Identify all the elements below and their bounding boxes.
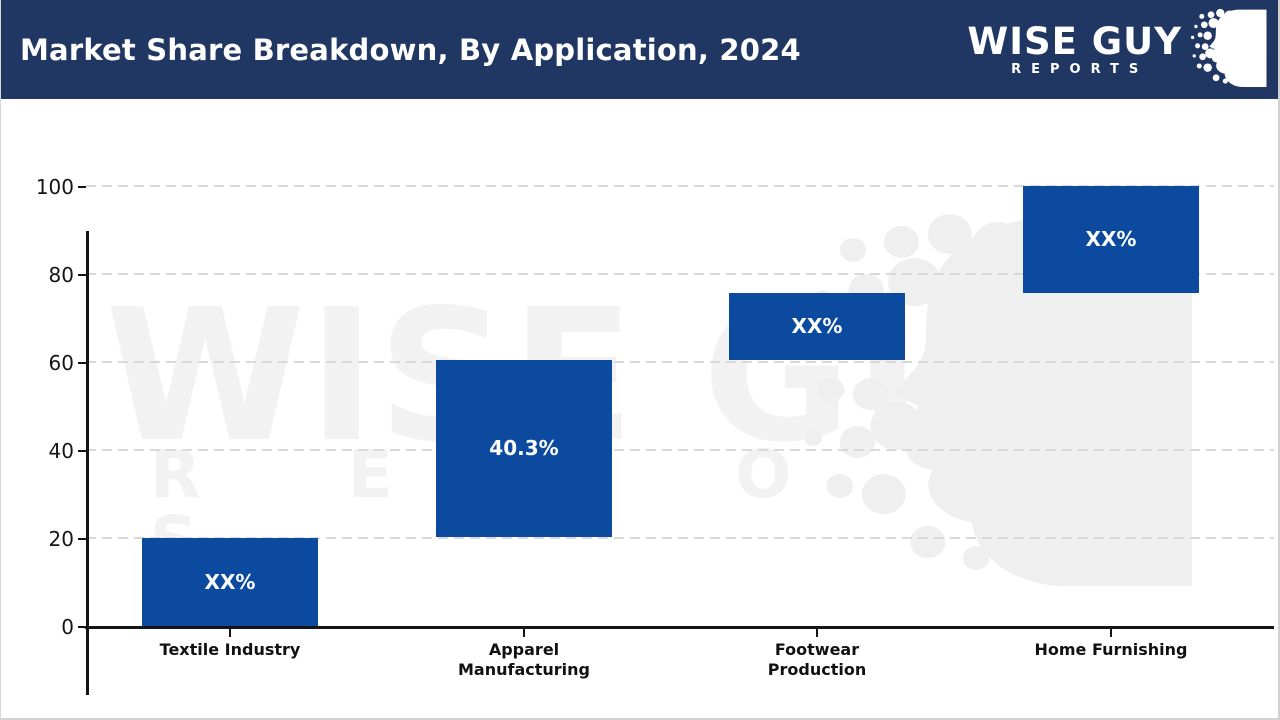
x-tick-4 — [1110, 629, 1112, 637]
x-axis — [85, 626, 1274, 629]
y-tick-label-20: 20 — [48, 527, 74, 551]
chart-area: XX% 40.3% XX% XX% 0 20 40 60 80 100 Textile Indust… — [0, 99, 1280, 720]
bar-value-label: XX% — [204, 570, 256, 594]
gridline-80 — [86, 273, 1274, 275]
y-tick-label-100: 100 — [35, 175, 74, 199]
y-tick-40 — [78, 450, 86, 452]
x-tick-3 — [816, 629, 818, 637]
category-label-3: Footwear Production — [767, 640, 867, 679]
bar-2: 40.3% — [436, 359, 612, 538]
x-tick-2 — [523, 629, 525, 637]
category-label-4: Home Furnishing — [1034, 640, 1188, 659]
gridline-20 — [86, 537, 1274, 539]
y-tick-label-80: 80 — [48, 263, 74, 287]
logo-text: WISE GUY REPORTS — [967, 23, 1182, 76]
gridline-100 — [86, 185, 1274, 187]
y-tick-label-0: 0 — [61, 615, 74, 639]
y-tick-0 — [78, 626, 86, 628]
bar-1: XX% — [142, 538, 318, 626]
y-tick-60 — [78, 362, 86, 364]
bar-value-label: XX% — [1085, 227, 1137, 252]
y-tick-80 — [78, 274, 86, 276]
logo-subtitle: REPORTS — [1011, 62, 1149, 77]
bar-value-label: XX% — [791, 314, 843, 339]
bar-3: XX% — [729, 292, 905, 360]
category-label-2: Apparel Manufacturing — [458, 640, 590, 679]
page-title: Market Share Breakdown, By Application, … — [20, 32, 801, 67]
category-label-1: Textile Industry — [159, 640, 301, 659]
gridline-40 — [86, 449, 1274, 451]
y-tick-label-60: 60 — [48, 351, 74, 375]
y-tick-100 — [78, 186, 86, 188]
logo: WISE GUY REPORTS — [967, 0, 1270, 99]
bar-4: XX% — [1023, 186, 1199, 293]
face-profile-dots-icon — [1184, 8, 1270, 92]
y-tick-20 — [78, 538, 86, 540]
header-bar: Market Share Breakdown, By Application, … — [0, 0, 1280, 99]
y-tick-label-40: 40 — [48, 439, 74, 463]
bar-value-label: 40.3% — [489, 436, 559, 461]
gridline-60 — [86, 361, 1274, 363]
logo-wordmark: WISE GUY — [967, 20, 1182, 63]
y-axis — [86, 231, 89, 695]
x-tick-1 — [229, 629, 231, 637]
